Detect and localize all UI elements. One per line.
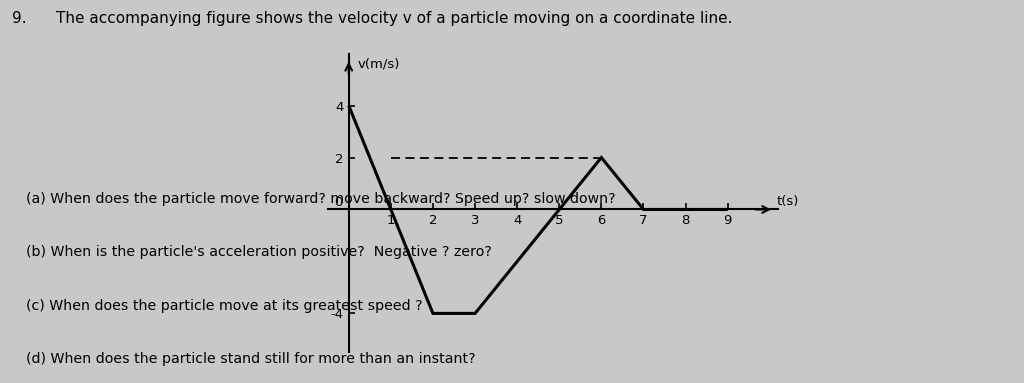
Text: (d) When does the particle stand still for more than an instant?: (d) When does the particle stand still f… [26,352,475,367]
Text: t(s): t(s) [776,195,799,208]
Text: (b) When is the particle's acceleration positive?  Negative ? zero?: (b) When is the particle's acceleration … [26,245,492,259]
Text: v(m/s): v(m/s) [357,57,399,70]
Text: (a) When does the particle move forward? move backward? Speed up? slow down?: (a) When does the particle move forward?… [26,192,615,206]
Text: (c) When does the particle move at its greatest speed ?: (c) When does the particle move at its g… [26,299,422,313]
Text: 0: 0 [334,196,342,210]
Text: The accompanying figure shows the velocity v of a particle moving on a coordinat: The accompanying figure shows the veloci… [56,11,733,26]
Text: 9.: 9. [12,11,27,26]
